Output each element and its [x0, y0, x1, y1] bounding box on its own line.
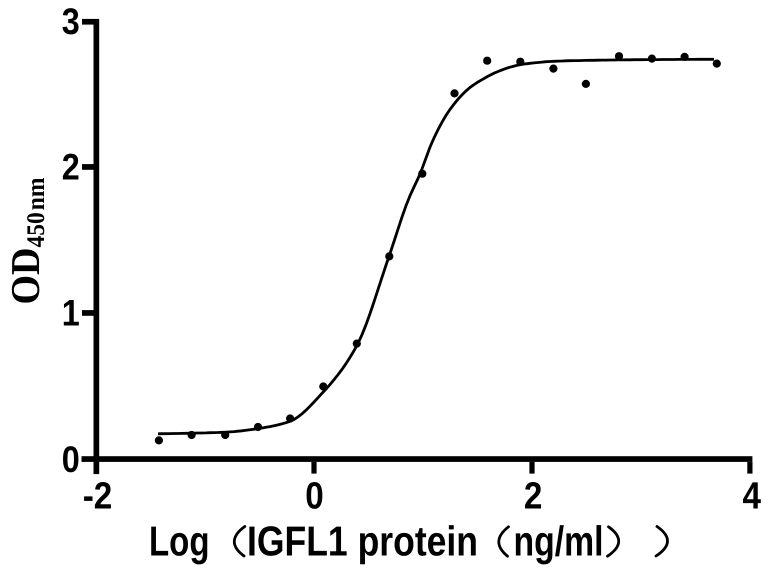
svg-text:-2: -2	[83, 476, 113, 518]
svg-text:0: 0	[62, 439, 80, 480]
svg-text:OD450nm: OD450nm	[3, 177, 51, 304]
svg-text:IGFL1 protein: IGFL1 protein	[247, 518, 478, 565]
svg-text:1: 1	[62, 292, 80, 333]
svg-text:3: 3	[62, 1, 80, 42]
svg-text:Log: Log	[149, 518, 210, 565]
svg-text:0: 0	[305, 476, 323, 518]
svg-text:ng/ml: ng/ml	[514, 518, 604, 565]
svg-text:2: 2	[524, 476, 542, 518]
svg-text:2: 2	[62, 146, 80, 187]
svg-text:4: 4	[742, 476, 760, 518]
